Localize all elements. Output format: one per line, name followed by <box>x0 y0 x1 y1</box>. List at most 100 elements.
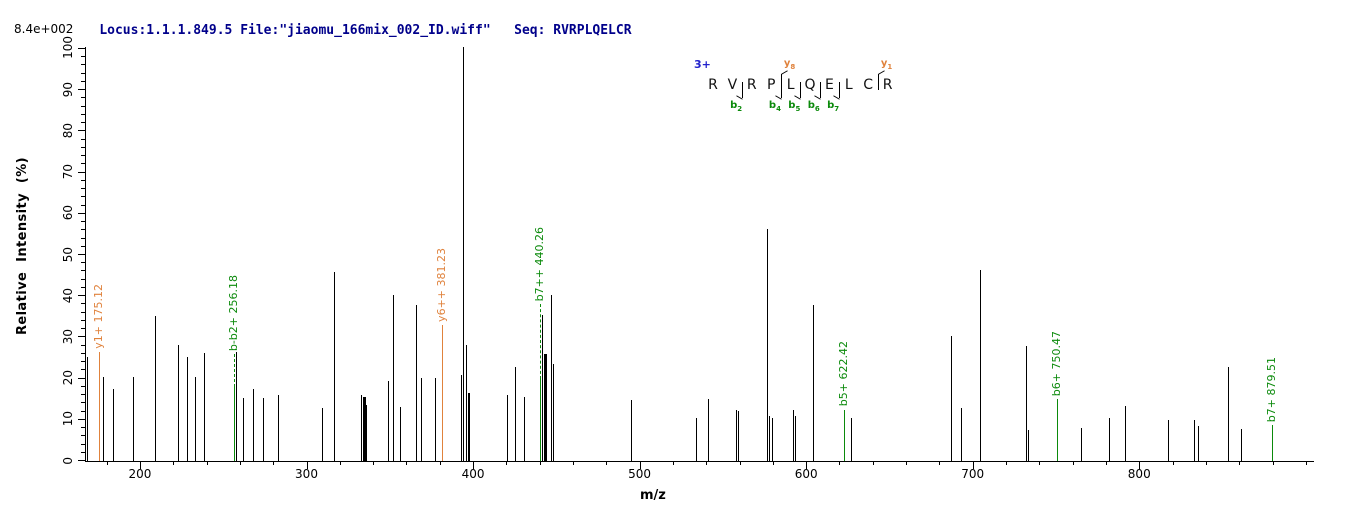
b-fragment-divider <box>742 82 744 98</box>
peak <box>766 229 768 461</box>
y-tick <box>81 319 85 321</box>
y-tick-label: 70 <box>61 164 75 180</box>
peak <box>736 409 738 461</box>
y-tick <box>81 245 85 247</box>
peak <box>1028 430 1030 461</box>
residue-letter: C <box>863 77 874 93</box>
peak <box>541 315 543 461</box>
x-tick <box>473 461 475 469</box>
peak <box>393 294 395 461</box>
y-tick <box>81 229 85 231</box>
residue-letter: P <box>766 77 776 93</box>
residue-letter: Q <box>804 77 816 93</box>
peak <box>466 344 468 461</box>
peak <box>103 377 105 461</box>
peak <box>738 410 740 461</box>
y8-fragment-label: y8 <box>783 58 796 71</box>
residue-letter: R <box>882 77 893 93</box>
x-tick <box>806 461 808 469</box>
peak <box>460 374 462 461</box>
y-tick-label: 10 <box>61 411 75 427</box>
y-tick <box>81 443 85 445</box>
y-tick <box>81 188 85 190</box>
x-tick <box>1139 461 1141 469</box>
peak <box>515 367 517 461</box>
peak <box>795 415 796 461</box>
y-tick <box>81 204 85 206</box>
locus-file-label: Locus:1.1.1.849.5 File:"jiaomu_166mix_00… <box>99 23 491 38</box>
peak <box>133 377 135 461</box>
x-tick <box>239 461 241 465</box>
x-tick <box>939 461 941 465</box>
y-tick-label: 60 <box>61 205 75 221</box>
peak <box>769 415 771 461</box>
peak <box>506 395 508 461</box>
x-tick-label: 800 <box>1127 467 1151 481</box>
y-tick <box>78 254 85 255</box>
peak <box>252 388 254 461</box>
y-tick-label: 30 <box>61 328 75 345</box>
residue-letter: L <box>844 77 853 93</box>
y-tick <box>81 146 85 148</box>
y-tick-label: 50 <box>61 246 75 262</box>
x-tick <box>439 461 441 465</box>
b-fragment-divider <box>819 82 821 98</box>
y-tick <box>81 262 85 264</box>
y-tick <box>81 410 85 412</box>
peak <box>850 418 852 461</box>
y-tick <box>78 48 85 49</box>
b6-fragment-label: b6 <box>807 100 820 113</box>
x-tick-label: 400 <box>461 467 485 481</box>
y-tick <box>78 377 85 379</box>
peak <box>113 388 115 461</box>
b2-fragment-label: b2 <box>730 100 743 113</box>
y-tick <box>81 352 85 354</box>
y-tick <box>81 122 85 124</box>
spectrum-header: Locus:1.1.1.849.5 File:"jiaomu_166mix_00… <box>68 8 632 53</box>
x-tick <box>1272 461 1274 465</box>
peak <box>707 399 709 461</box>
y-tick <box>81 56 85 58</box>
x-tick <box>1205 461 1207 465</box>
peak <box>177 344 179 461</box>
x-tick <box>706 461 708 465</box>
x-tick <box>639 461 641 469</box>
y-tick <box>81 361 85 363</box>
x-tick-label: 300 <box>295 467 318 481</box>
y-tick <box>78 336 85 338</box>
b4-fragment-label: b4 <box>768 100 781 113</box>
annotated-peak <box>98 351 100 461</box>
residue-letter: R <box>708 77 718 93</box>
y-tick <box>81 221 85 223</box>
y-tick <box>81 303 85 305</box>
annotated-peak <box>233 386 235 461</box>
x-tick <box>173 461 175 465</box>
x-tick-label: 600 <box>794 467 818 481</box>
y-tick <box>81 385 85 387</box>
annotated-peak-dash <box>540 304 542 379</box>
sequence-label: Seq: RVRPLQELCR <box>514 23 632 38</box>
x-tick <box>1105 461 1107 465</box>
x-tick <box>606 461 608 465</box>
y-tick <box>81 402 85 404</box>
peak <box>194 376 196 461</box>
peak <box>1026 345 1027 461</box>
y-tick <box>81 270 85 272</box>
b-fragment-divider <box>839 82 841 98</box>
x-tick <box>139 461 141 469</box>
x-tick <box>273 461 275 465</box>
x-tick <box>1039 461 1041 465</box>
peak <box>387 381 389 461</box>
y-fragment-divider <box>877 74 879 90</box>
x-tick <box>1006 461 1008 465</box>
peak <box>1197 425 1199 461</box>
peak <box>421 377 423 461</box>
x-tick <box>972 461 974 469</box>
annotated-peak-label: b-b2+ 256.18 <box>226 274 240 351</box>
precursor-charge: 3+ <box>694 58 711 71</box>
peak <box>278 395 280 461</box>
peak <box>321 408 323 461</box>
y-tick <box>81 80 85 82</box>
peak <box>980 269 982 461</box>
